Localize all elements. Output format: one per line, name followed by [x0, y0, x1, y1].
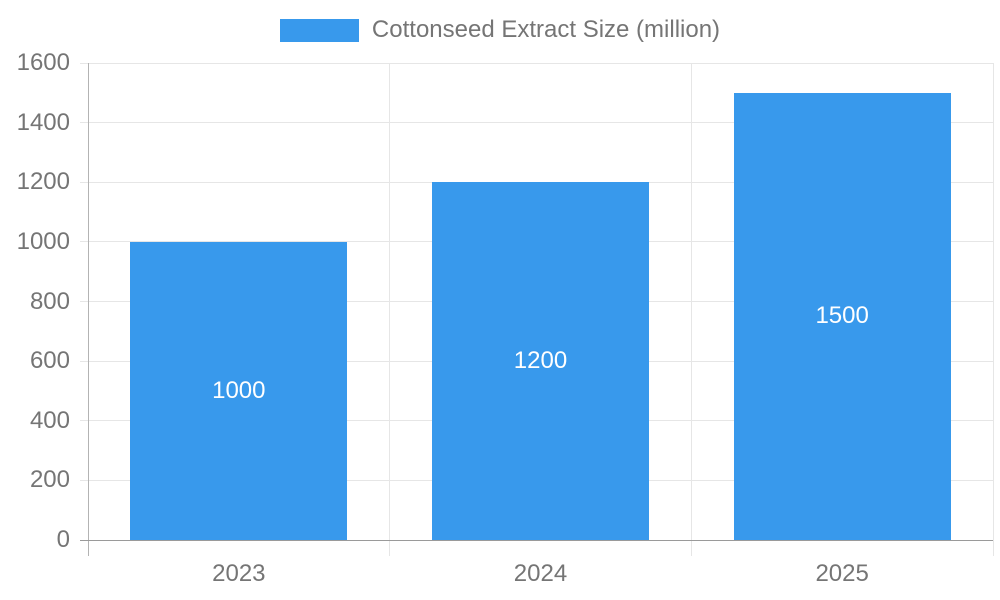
gridline-y-0: [80, 539, 993, 541]
x-axis-tick-label: 2023: [212, 560, 266, 587]
y-axis-line: [87, 63, 89, 556]
gridline-x-3: [992, 63, 994, 556]
bar-2024: [431, 182, 650, 540]
bar-2025: [733, 92, 951, 540]
y-axis-tick-label: 1000: [16, 227, 70, 255]
x-axis-tick-label: 2025: [815, 560, 869, 587]
x-axis-tick-label: 2024: [513, 560, 568, 587]
gridline-y-1400: [80, 122, 993, 124]
y-axis-tick-label: 200: [29, 466, 70, 494]
gridline-x-2: [690, 63, 692, 556]
legend-label: Cottonseed Extract Size (million): [371, 16, 721, 43]
y-axis-tick-label: 400: [29, 406, 70, 434]
bar-value-label: 1000: [212, 376, 266, 404]
y-axis-tick-label: 600: [29, 347, 70, 375]
y-axis-tick-label: 0: [56, 526, 70, 553]
chart-legend: Cottonseed Extract Size (million): [0, 17, 1000, 43]
y-axis-tick-label: 800: [29, 287, 70, 315]
legend-swatch: [279, 18, 359, 42]
gridline-x-1: [389, 63, 391, 556]
y-axis-tick-label: 1600: [16, 49, 70, 76]
gridline-y-1600: [80, 62, 993, 64]
y-axis-tick-label: 1200: [16, 168, 70, 196]
bar-2023: [130, 241, 348, 540]
bar-value-label: 1500: [815, 302, 869, 330]
y-axis-tick-label: 1400: [16, 108, 70, 136]
bar-value-label: 1200: [513, 347, 568, 375]
